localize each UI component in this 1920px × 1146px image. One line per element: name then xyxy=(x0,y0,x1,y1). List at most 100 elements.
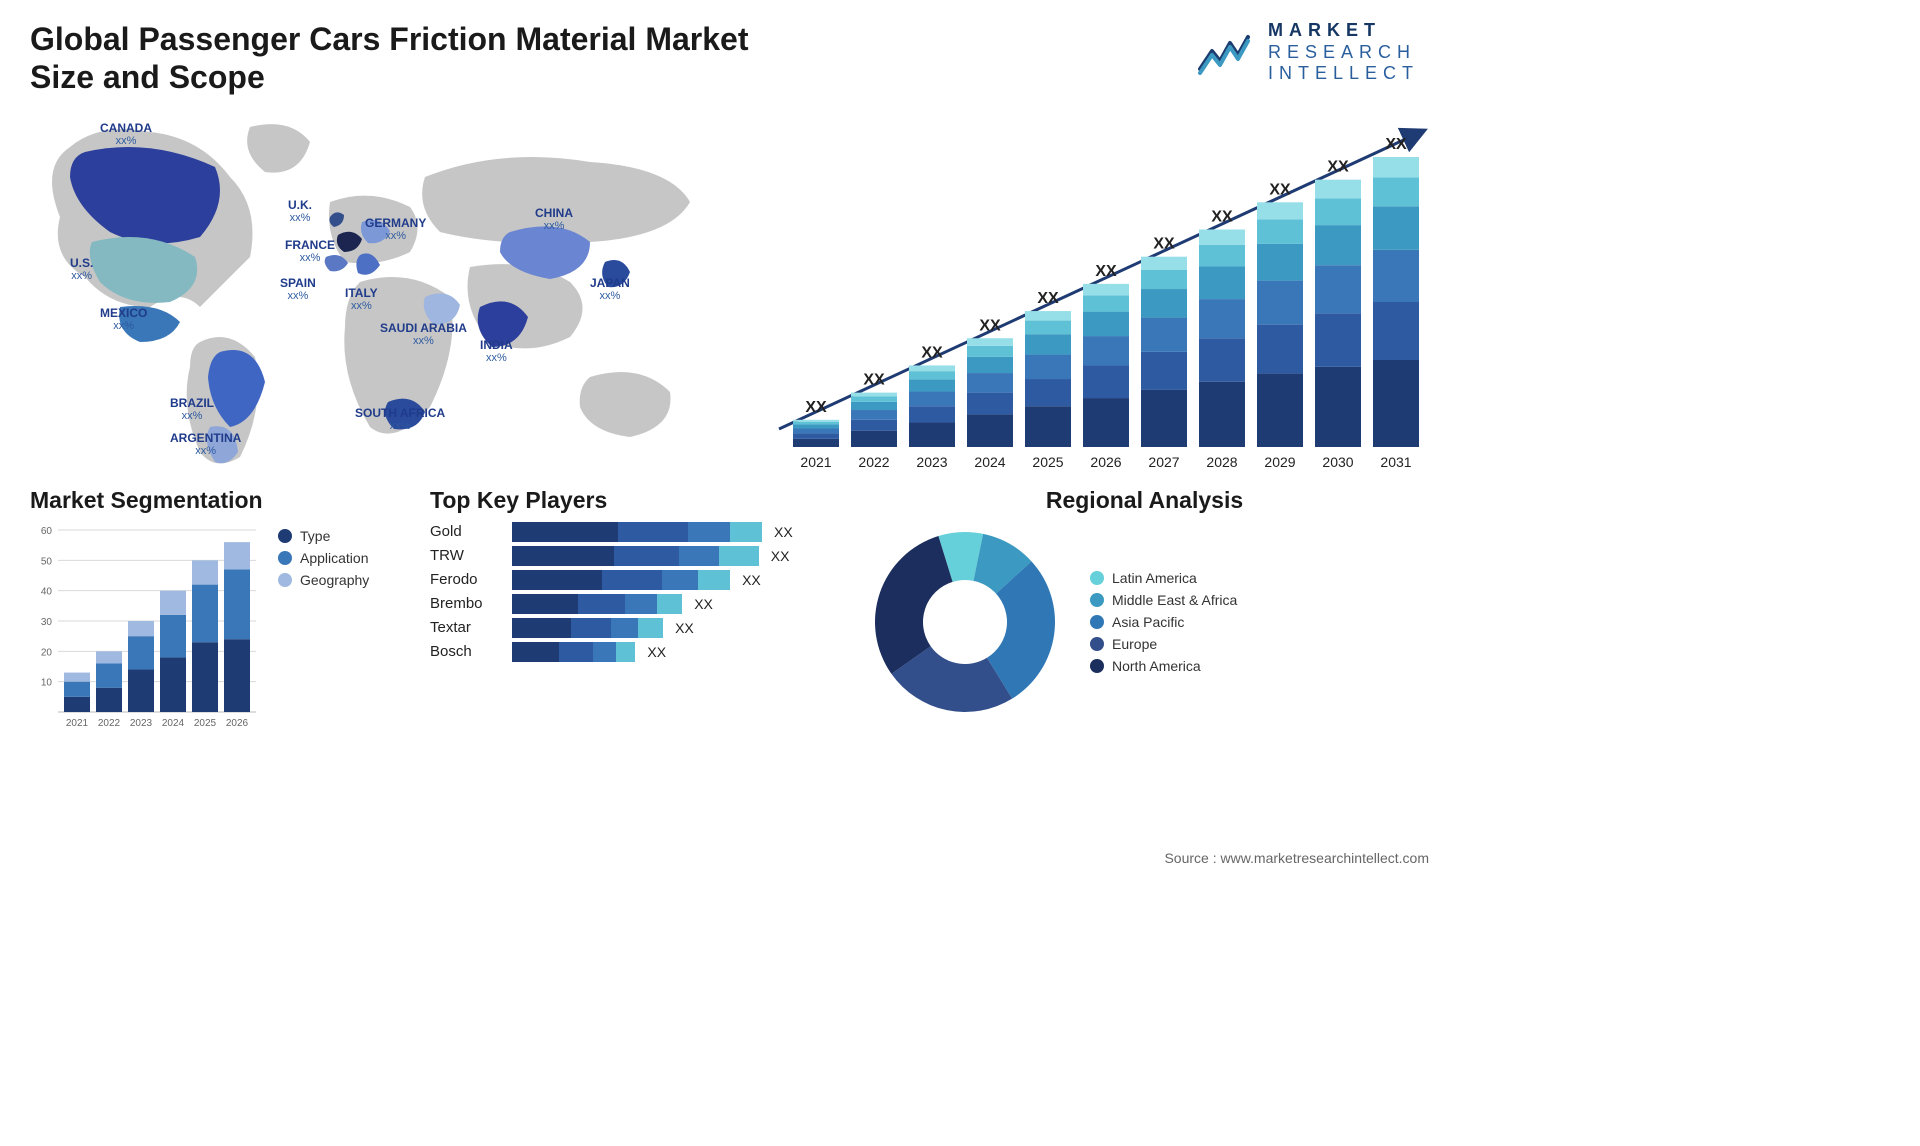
legend-label: Europe xyxy=(1112,636,1157,652)
country-label: GERMANYxx% xyxy=(365,217,426,242)
legend-swatch xyxy=(1090,637,1104,651)
player-name: TRW xyxy=(430,547,500,564)
player-value: XX xyxy=(694,596,713,612)
player-bar xyxy=(512,618,663,638)
svg-text:2024: 2024 xyxy=(162,718,185,729)
segmentation-panel: Market Segmentation 10203040506020212022… xyxy=(30,487,410,862)
country-label: CHINAxx% xyxy=(535,207,573,232)
svg-text:2025: 2025 xyxy=(1032,454,1063,470)
player-bar-segment xyxy=(730,522,762,542)
player-bar-segment xyxy=(657,594,683,614)
country-label: FRANCExx% xyxy=(285,239,335,264)
svg-text:50: 50 xyxy=(41,556,53,567)
svg-text:XX: XX xyxy=(1037,290,1059,307)
legend-label: Application xyxy=(300,550,369,566)
svg-text:2021: 2021 xyxy=(66,718,89,729)
legend-item: Asia Pacific xyxy=(1090,614,1237,630)
player-row: TRW XX xyxy=(430,546,840,566)
player-bar-segment xyxy=(679,546,719,566)
legend-item: Europe xyxy=(1090,636,1237,652)
svg-text:2029: 2029 xyxy=(1264,454,1295,470)
player-bar-segment xyxy=(512,522,618,542)
player-bar-segment xyxy=(625,594,657,614)
svg-text:30: 30 xyxy=(41,617,53,628)
svg-text:XX: XX xyxy=(1269,181,1291,198)
svg-text:XX: XX xyxy=(1095,263,1117,280)
country-label: JAPANxx% xyxy=(590,277,630,302)
player-value: XX xyxy=(774,524,793,540)
player-bar-segment xyxy=(616,642,635,662)
legend-swatch xyxy=(1090,593,1104,607)
svg-text:2030: 2030 xyxy=(1322,454,1353,470)
regional-donut xyxy=(860,522,1070,722)
logo-icon xyxy=(1198,27,1258,77)
legend-item: Type xyxy=(278,528,369,544)
svg-text:XX: XX xyxy=(1211,208,1233,225)
svg-text:2023: 2023 xyxy=(130,718,153,729)
player-value: XX xyxy=(647,644,666,660)
legend-swatch xyxy=(278,551,292,565)
logo-text: MARKET RESEARCH INTELLECT xyxy=(1268,20,1419,85)
legend-item: Application xyxy=(278,550,369,566)
bottom-row: Market Segmentation 10203040506020212022… xyxy=(30,487,1429,862)
legend-label: Asia Pacific xyxy=(1112,614,1184,630)
player-bar-segment xyxy=(611,618,638,638)
svg-text:XX: XX xyxy=(863,371,885,388)
country-label: BRAZILxx% xyxy=(170,397,214,422)
country-label: MEXICOxx% xyxy=(100,307,147,332)
player-bar-segment xyxy=(512,642,559,662)
players-panel: Top Key Players Gold XX TRW XX Ferodo XX Bremb… xyxy=(430,487,840,862)
legend-item: Middle East & Africa xyxy=(1090,592,1237,608)
svg-text:20: 20 xyxy=(41,647,53,658)
legend-label: Geography xyxy=(300,572,369,588)
country-label: SPAINxx% xyxy=(280,277,316,302)
player-name: Gold xyxy=(430,523,500,540)
main-bar-svg: XX2021XX2022XX2023XX2024XX2025XX2026XX20… xyxy=(770,117,1430,477)
player-name: Brembo xyxy=(430,595,500,612)
svg-text:2026: 2026 xyxy=(226,718,249,729)
player-bar xyxy=(512,594,682,614)
player-row: TextarXX xyxy=(430,618,840,638)
player-bar xyxy=(512,522,762,542)
player-name: Bosch xyxy=(430,643,500,660)
country-label: SOUTH AFRICAxx% xyxy=(355,407,445,432)
svg-text:10: 10 xyxy=(41,677,53,688)
svg-text:XX: XX xyxy=(1327,158,1349,175)
country-label: CANADAxx% xyxy=(100,122,152,147)
player-bar xyxy=(512,570,730,590)
svg-text:XX: XX xyxy=(805,399,827,416)
country-label: INDIAxx% xyxy=(480,339,513,364)
legend-item: North America xyxy=(1090,658,1237,674)
player-bar-segment xyxy=(614,546,679,566)
svg-text:2028: 2028 xyxy=(1206,454,1237,470)
players-title: Top Key Players xyxy=(430,487,840,514)
player-bar-segment xyxy=(719,546,758,566)
svg-text:60: 60 xyxy=(41,526,53,537)
player-value: XX xyxy=(771,548,790,564)
legend-swatch xyxy=(278,529,292,543)
segmentation-chart: 102030405060202120222023202420252026 xyxy=(30,522,260,732)
source-note: Source : www.marketresearchintellect.com xyxy=(1164,850,1429,866)
legend-label: Latin America xyxy=(1112,570,1197,586)
player-value: XX xyxy=(675,620,694,636)
player-row: Bosch XX xyxy=(430,642,840,662)
segmentation-legend: Type Application Geography xyxy=(278,522,369,594)
player-bar-segment xyxy=(512,618,571,638)
svg-text:2023: 2023 xyxy=(916,454,947,470)
svg-text:40: 40 xyxy=(41,586,53,597)
brand-logo: MARKET RESEARCH INTELLECT xyxy=(1198,20,1429,85)
legend-swatch xyxy=(278,573,292,587)
header-row: Global Passenger Cars Friction Material … xyxy=(30,20,1429,97)
country-label: ITALYxx% xyxy=(345,287,378,312)
player-bar xyxy=(512,546,759,566)
player-bar-segment xyxy=(512,546,614,566)
svg-text:2025: 2025 xyxy=(194,718,217,729)
top-row: CANADAxx%U.S.xx%MEXICOxx%BRAZILxx%ARGENT… xyxy=(30,107,1429,477)
legend-item: Latin America xyxy=(1090,570,1237,586)
player-bar-segment xyxy=(512,570,602,590)
player-row: Gold XX xyxy=(430,522,840,542)
regional-legend: Latin America Middle East & Africa Asia Pa… xyxy=(1090,564,1237,680)
player-name: Ferodo xyxy=(430,571,500,588)
svg-text:2027: 2027 xyxy=(1148,454,1179,470)
players-list: GoldXXTRWXXFerodoXXBremboXXTextarXXBosch… xyxy=(430,522,840,662)
